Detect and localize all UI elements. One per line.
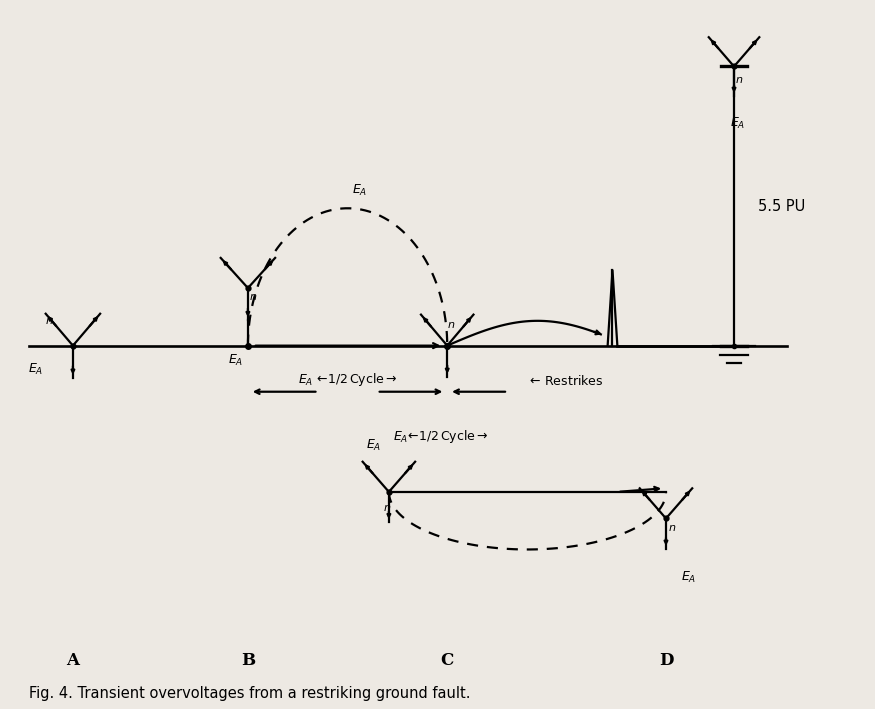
Text: $E_A$: $E_A$ [28,362,44,376]
Text: $E_A\,\leftarrow\!1/2\,\mathrm{Cycle}\rightarrow$: $E_A\,\leftarrow\!1/2\,\mathrm{Cycle}\ri… [298,372,397,389]
Text: D: D [659,652,673,669]
Text: n: n [46,316,52,326]
Text: $\leftarrow\!$ Restrikes: $\leftarrow\!$ Restrikes [528,374,604,389]
Text: 5.5 PU: 5.5 PU [759,199,806,213]
Text: n: n [383,503,390,513]
Text: C: C [441,652,454,669]
Text: $E_A$: $E_A$ [352,182,367,198]
Text: $E_A$: $E_A$ [681,570,696,585]
Text: n: n [448,320,455,330]
Text: Fig. 4. Transient overvoltages from a restriking ground fault.: Fig. 4. Transient overvoltages from a re… [29,686,471,700]
Text: B: B [241,652,255,669]
Text: n: n [249,292,256,303]
Text: $E_A$: $E_A$ [228,353,243,368]
Text: $E_A$: $E_A$ [366,438,382,453]
Text: $E_A$: $E_A$ [731,116,746,131]
Text: A: A [66,652,80,669]
Text: n: n [668,523,676,533]
Text: $E_A\!\leftarrow\!1/2\,\mathrm{Cycle}\rightarrow$: $E_A\!\leftarrow\!1/2\,\mathrm{Cycle}\ri… [393,428,488,445]
Text: n: n [735,75,742,85]
